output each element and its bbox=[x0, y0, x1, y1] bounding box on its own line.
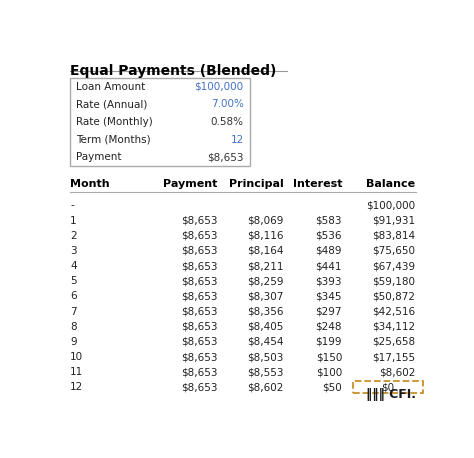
Text: $100,000: $100,000 bbox=[366, 200, 416, 210]
Text: $489: $489 bbox=[316, 246, 342, 256]
Text: Interest: Interest bbox=[292, 179, 342, 189]
Text: $441: $441 bbox=[316, 261, 342, 271]
Text: Payment: Payment bbox=[163, 179, 217, 189]
Text: $8,653: $8,653 bbox=[207, 152, 244, 162]
Text: $8,211: $8,211 bbox=[247, 261, 283, 271]
Text: 4: 4 bbox=[70, 261, 77, 271]
Text: $50,872: $50,872 bbox=[373, 291, 416, 301]
Text: $583: $583 bbox=[316, 216, 342, 225]
Text: 12: 12 bbox=[70, 382, 83, 393]
Text: $25,658: $25,658 bbox=[373, 337, 416, 347]
Text: 7: 7 bbox=[70, 306, 77, 316]
Text: $0: $0 bbox=[382, 382, 394, 393]
Text: Principal: Principal bbox=[228, 179, 283, 189]
Text: $100: $100 bbox=[316, 367, 342, 377]
Text: $59,180: $59,180 bbox=[373, 276, 416, 286]
Text: $8,653: $8,653 bbox=[181, 367, 217, 377]
Text: 2: 2 bbox=[70, 231, 77, 241]
Text: $8,653: $8,653 bbox=[181, 276, 217, 286]
Text: $8,653: $8,653 bbox=[181, 306, 217, 316]
Text: 3: 3 bbox=[70, 246, 77, 256]
Text: $345: $345 bbox=[316, 291, 342, 301]
Text: $8,553: $8,553 bbox=[247, 367, 283, 377]
FancyBboxPatch shape bbox=[353, 382, 423, 393]
Text: $8,653: $8,653 bbox=[181, 322, 217, 332]
Text: $8,356: $8,356 bbox=[247, 306, 283, 316]
Text: $8,653: $8,653 bbox=[181, 291, 217, 301]
Text: Loan Amount: Loan Amount bbox=[76, 82, 145, 92]
Text: $8,653: $8,653 bbox=[181, 337, 217, 347]
Text: $91,931: $91,931 bbox=[373, 216, 416, 225]
Text: $8,069: $8,069 bbox=[247, 216, 283, 225]
Text: $248: $248 bbox=[316, 322, 342, 332]
Text: Month: Month bbox=[70, 179, 110, 189]
Text: $8,653: $8,653 bbox=[181, 246, 217, 256]
Text: $199: $199 bbox=[316, 337, 342, 347]
Text: $8,653: $8,653 bbox=[181, 261, 217, 271]
Text: $8,653: $8,653 bbox=[181, 231, 217, 241]
Text: $17,155: $17,155 bbox=[373, 352, 416, 362]
Text: 12: 12 bbox=[230, 135, 244, 145]
Text: 9: 9 bbox=[70, 337, 77, 347]
FancyBboxPatch shape bbox=[70, 78, 250, 166]
Text: $8,164: $8,164 bbox=[247, 246, 283, 256]
Text: Balance: Balance bbox=[366, 179, 416, 189]
Text: $8,503: $8,503 bbox=[247, 352, 283, 362]
Text: $8,116: $8,116 bbox=[247, 231, 283, 241]
Text: $42,516: $42,516 bbox=[373, 306, 416, 316]
Text: Rate (Annual): Rate (Annual) bbox=[76, 99, 147, 109]
Text: Term (Months): Term (Months) bbox=[76, 135, 150, 145]
Text: 6: 6 bbox=[70, 291, 77, 301]
Text: $50: $50 bbox=[322, 382, 342, 393]
Text: $67,439: $67,439 bbox=[373, 261, 416, 271]
Text: ‖‖‖ CFI.: ‖‖‖ CFI. bbox=[365, 388, 416, 401]
Text: 7.00%: 7.00% bbox=[211, 99, 244, 109]
Text: 1: 1 bbox=[70, 216, 77, 225]
Text: $100,000: $100,000 bbox=[194, 82, 244, 92]
Text: $8,602: $8,602 bbox=[379, 367, 416, 377]
Text: 0.58%: 0.58% bbox=[210, 117, 244, 127]
Text: $8,454: $8,454 bbox=[247, 337, 283, 347]
Text: $536: $536 bbox=[316, 231, 342, 241]
Text: $34,112: $34,112 bbox=[373, 322, 416, 332]
Text: $8,653: $8,653 bbox=[181, 352, 217, 362]
Text: 10: 10 bbox=[70, 352, 83, 362]
Text: $8,653: $8,653 bbox=[181, 382, 217, 393]
Text: Payment: Payment bbox=[76, 152, 121, 162]
Text: 11: 11 bbox=[70, 367, 83, 377]
Text: Rate (Monthly): Rate (Monthly) bbox=[76, 117, 153, 127]
Text: Equal Payments (Blended): Equal Payments (Blended) bbox=[70, 64, 277, 78]
Text: 5: 5 bbox=[70, 276, 77, 286]
Text: $8,307: $8,307 bbox=[247, 291, 283, 301]
Text: $75,650: $75,650 bbox=[373, 246, 416, 256]
Text: $150: $150 bbox=[316, 352, 342, 362]
Text: $393: $393 bbox=[316, 276, 342, 286]
Text: $8,259: $8,259 bbox=[247, 276, 283, 286]
Text: $8,405: $8,405 bbox=[247, 322, 283, 332]
Text: $8,602: $8,602 bbox=[247, 382, 283, 393]
Text: 8: 8 bbox=[70, 322, 77, 332]
Text: $8,653: $8,653 bbox=[181, 216, 217, 225]
Text: $83,814: $83,814 bbox=[373, 231, 416, 241]
Text: $297: $297 bbox=[316, 306, 342, 316]
Text: -: - bbox=[70, 200, 74, 210]
